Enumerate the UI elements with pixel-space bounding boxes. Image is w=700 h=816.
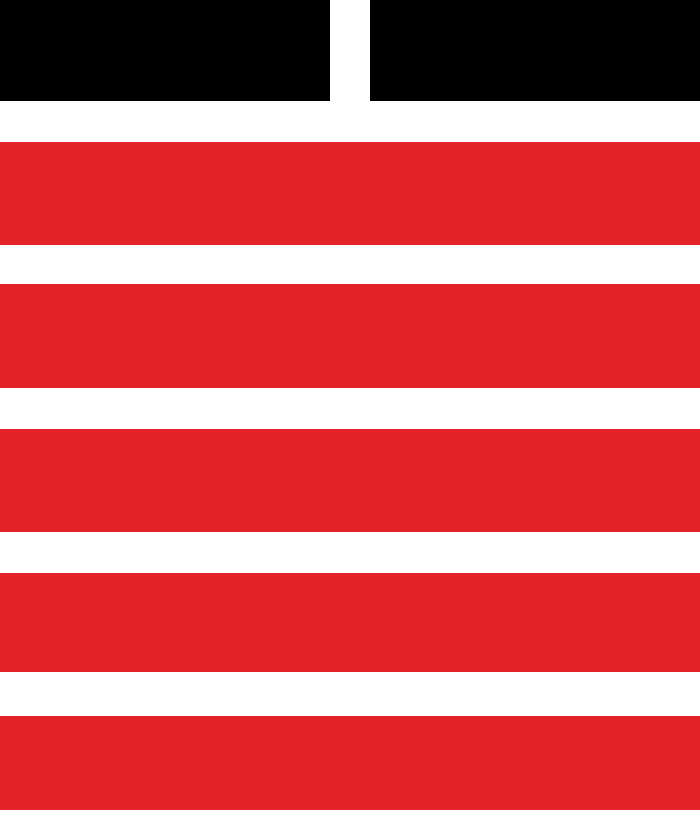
red-stripe	[0, 284, 700, 388]
black-block-left	[0, 0, 330, 101]
black-block-right	[370, 0, 700, 101]
red-stripe	[0, 142, 700, 245]
red-stripe	[0, 573, 700, 672]
red-stripe	[0, 716, 700, 810]
red-stripe	[0, 429, 700, 532]
